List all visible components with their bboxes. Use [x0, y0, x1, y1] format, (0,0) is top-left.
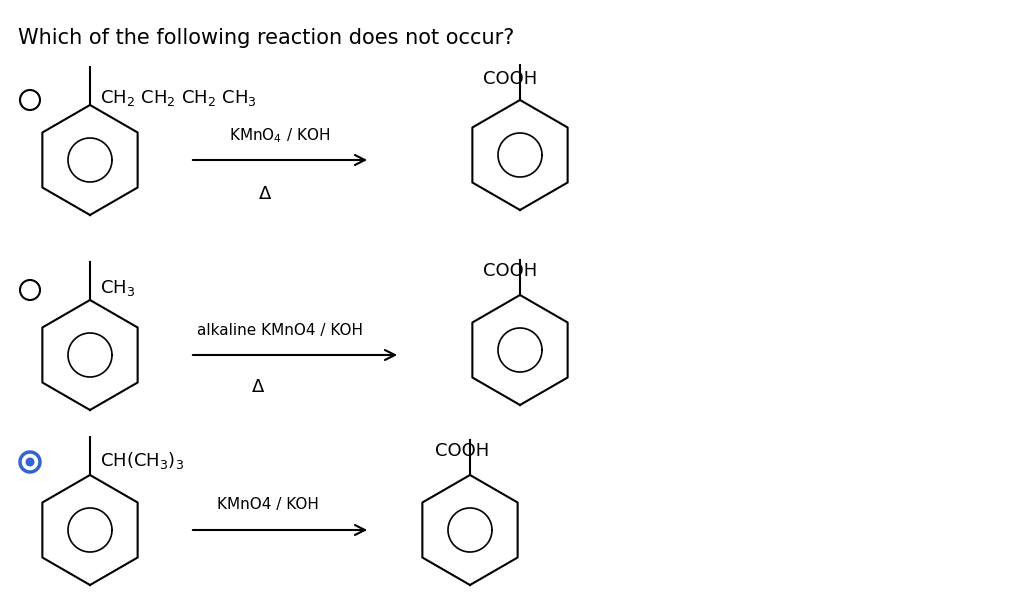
Text: KMnO4 / KOH: KMnO4 / KOH: [217, 497, 318, 512]
Text: CH$_2$ CH$_2$ CH$_2$ CH$_3$: CH$_2$ CH$_2$ CH$_2$ CH$_3$: [100, 88, 257, 108]
Text: COOH: COOH: [483, 70, 538, 88]
Text: KMnO$_4$ / KOH: KMnO$_4$ / KOH: [229, 126, 331, 145]
Text: COOH: COOH: [435, 442, 489, 460]
Text: Δ: Δ: [259, 185, 271, 203]
Text: CH(CH$_3$)$_3$: CH(CH$_3$)$_3$: [100, 450, 184, 471]
Text: COOH: COOH: [483, 262, 538, 280]
Text: CH$_3$: CH$_3$: [100, 278, 135, 298]
Text: alkaline KMnO4 / KOH: alkaline KMnO4 / KOH: [197, 323, 362, 338]
Text: Which of the following reaction does not occur?: Which of the following reaction does not…: [18, 28, 514, 48]
Circle shape: [26, 458, 35, 467]
Text: Δ: Δ: [252, 378, 264, 396]
